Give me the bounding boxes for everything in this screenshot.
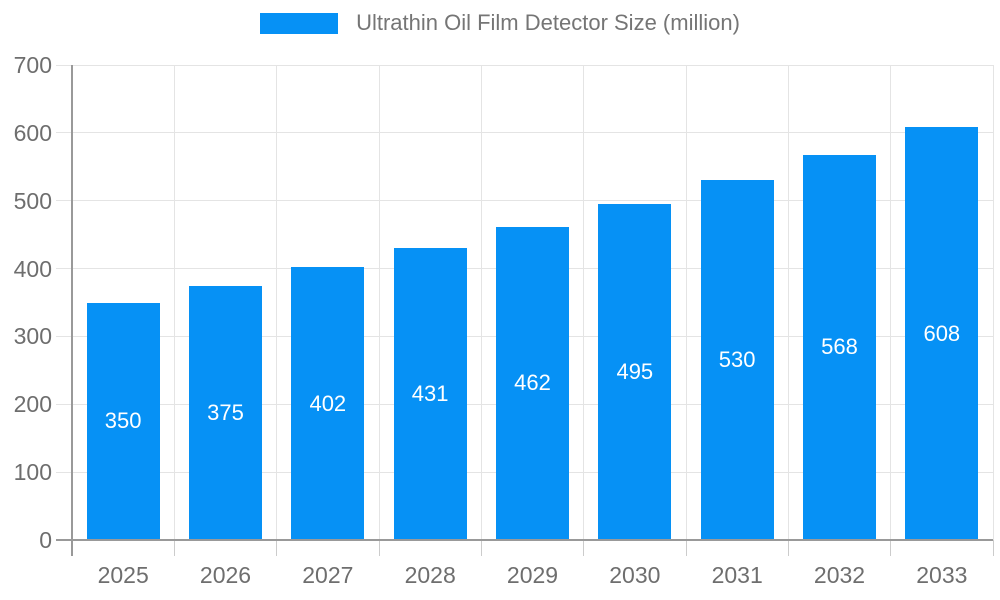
x-axis-tick (992, 540, 994, 556)
x-axis-label: 2033 (916, 562, 968, 588)
y-axis-tick (56, 403, 72, 405)
x-axis-label: 2032 (813, 562, 866, 588)
y-axis-label: 600 (13, 119, 52, 146)
bar-value-label: 375 (207, 399, 244, 425)
y-axis-label: 700 (13, 52, 52, 78)
bar-value-label: 402 (309, 390, 347, 416)
x-axis-line (56, 539, 993, 541)
x-axis-label: 2026 (199, 562, 252, 588)
y-axis-label: 500 (13, 187, 52, 214)
bar-value-label: 530 (718, 347, 756, 373)
bar-2031[interactable] (700, 180, 774, 540)
v-gridline (276, 65, 278, 540)
bar-value-label: 608 (923, 320, 961, 346)
bar-2033[interactable] (905, 127, 979, 540)
y-axis-line (71, 65, 73, 556)
x-axis-label: 2028 (404, 562, 456, 588)
bar-value-label: 495 (616, 359, 654, 385)
y-axis-label: 200 (13, 391, 52, 418)
bar-2025[interactable] (86, 302, 160, 540)
x-axis-label: 2030 (609, 562, 661, 588)
y-axis-label: 400 (13, 255, 52, 282)
bar-2032[interactable] (803, 154, 876, 540)
bar-value-label: 568 (821, 334, 858, 360)
v-gridline (992, 65, 994, 540)
bar-2028[interactable] (393, 247, 467, 540)
y-axis-tick (56, 335, 72, 337)
bar-2029[interactable] (496, 226, 569, 540)
v-gridline (480, 65, 482, 540)
legend-swatch (260, 12, 339, 34)
v-gridline (378, 65, 380, 540)
bar-value-label: 462 (514, 370, 551, 396)
x-axis-tick (583, 540, 585, 556)
y-axis-tick (56, 200, 72, 202)
bar-2026[interactable] (189, 285, 262, 540)
x-axis-tick (480, 540, 482, 556)
x-axis-tick (787, 540, 789, 556)
v-gridline (173, 65, 175, 540)
bar-2030[interactable] (598, 204, 672, 540)
x-axis-label: 2031 (711, 562, 763, 588)
v-gridline (787, 65, 789, 540)
y-axis-tick (56, 64, 72, 66)
x-axis-label: 2027 (302, 562, 354, 588)
x-axis-tick (378, 540, 380, 556)
x-axis-label: 2025 (97, 562, 149, 588)
legend[interactable]: Ultrathin Oil Film Detector Size (millio… (0, 0, 1000, 46)
x-axis-tick (276, 540, 278, 556)
y-axis-tick (56, 132, 72, 134)
y-axis-tick (56, 471, 72, 473)
h-gridline (72, 132, 993, 134)
x-axis-tick (890, 540, 892, 556)
h-gridline (72, 64, 993, 66)
legend-label: Ultrathin Oil Film Detector Size (millio… (356, 10, 740, 35)
v-gridline (890, 65, 892, 540)
bar-2027[interactable] (291, 267, 365, 540)
v-gridline (583, 65, 585, 540)
y-axis-label: 300 (13, 323, 52, 350)
x-axis-label: 2029 (506, 562, 559, 588)
bar-value-label: 350 (104, 408, 142, 434)
y-axis-label: 0 (39, 527, 52, 553)
v-gridline (685, 65, 687, 540)
y-axis-label: 100 (13, 459, 52, 486)
y-axis-tick (56, 268, 72, 270)
bar-value-label: 431 (411, 380, 449, 406)
x-axis-tick (173, 540, 175, 556)
h-gridline (72, 200, 993, 202)
x-axis-tick (685, 540, 687, 556)
